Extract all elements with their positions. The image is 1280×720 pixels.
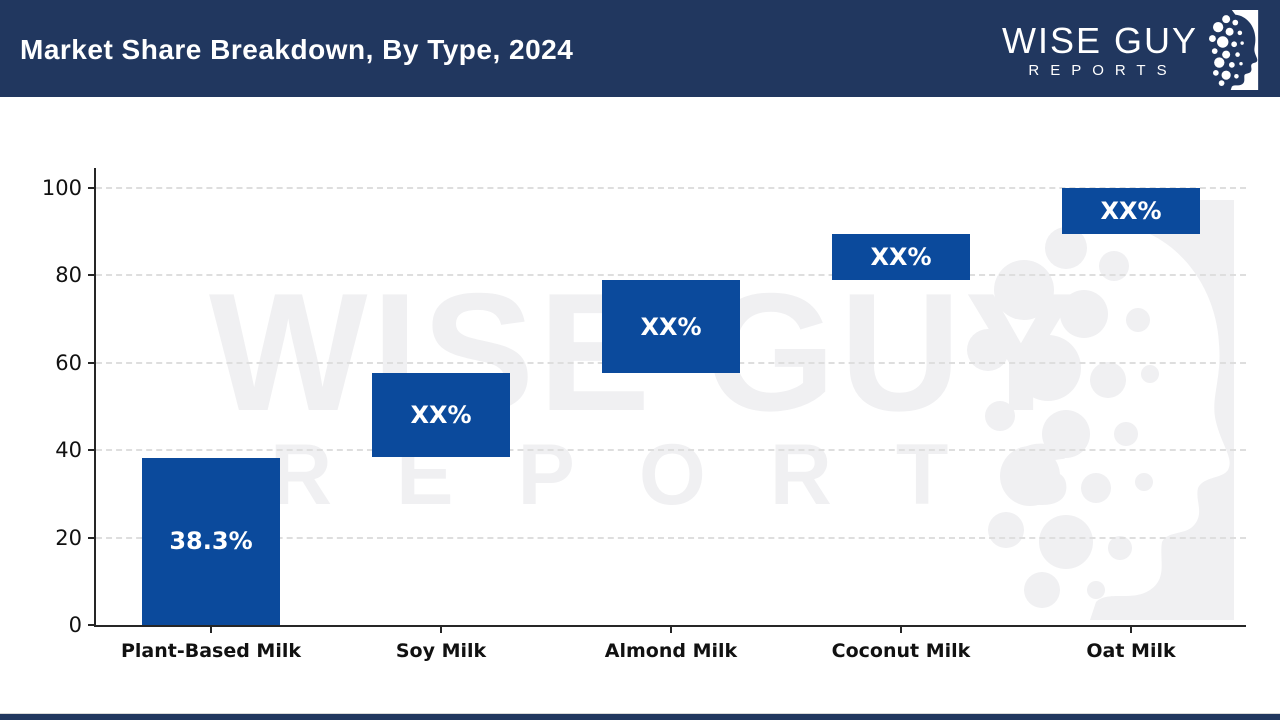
x-tick-0: [210, 625, 212, 633]
brand-logo: WISE GUY REPORTS: [1002, 8, 1266, 92]
y-tick-100: [88, 186, 96, 189]
x-tick-label-1: Soy Milk: [395, 640, 487, 662]
y-tick-label-0: 0: [68, 613, 82, 637]
y-tick-label-100: 100: [41, 175, 82, 200]
x-tick-1: [440, 625, 442, 633]
bar-plant-based-milk: 38.3%: [142, 457, 280, 625]
x-axis-spine: [94, 625, 1246, 627]
bar-value-label: XX%: [870, 243, 932, 272]
bar-soy-milk: XX%: [372, 372, 510, 458]
header-banner: Market Share Breakdown, By Type, 2024 WI…: [0, 0, 1280, 97]
gridline-80: [96, 274, 1246, 277]
y-tick-20: [88, 536, 96, 539]
x-tick-label-3: Coconut Milk: [831, 640, 971, 662]
bar-oat-milk: XX%: [1062, 187, 1200, 235]
footer-hairline: [0, 713, 1280, 714]
x-tick-2: [670, 625, 672, 633]
x-tick-label-2: Almond Milk: [604, 640, 738, 662]
y-tick-label-80: 80: [55, 263, 82, 288]
y-tick-60: [88, 361, 96, 364]
y-tick-40: [88, 449, 96, 452]
footer-bar: [0, 714, 1280, 720]
bar-value-label: XX%: [410, 401, 472, 430]
y-tick-label-60: 60: [55, 350, 82, 375]
brand-logo-line1: WISE GUY: [1001, 19, 1198, 61]
bar-coconut-milk: XX%: [832, 234, 970, 281]
y-tick-0: [88, 624, 96, 626]
x-tick-3: [900, 625, 902, 633]
brand-logo-text: WISE GUY REPORTS: [1001, 19, 1198, 79]
watermark-head-icon: [967, 200, 1234, 620]
gridline-100: [96, 186, 1246, 189]
brand-logo-head-icon: [1209, 10, 1259, 90]
bar-value-label: XX%: [640, 312, 702, 341]
bar-value-label: 38.3%: [169, 527, 253, 556]
x-tick-label-0: Plant-Based Milk: [120, 640, 302, 662]
y-tick-80: [88, 274, 96, 277]
y-axis-spine: [94, 168, 96, 627]
y-tick-label-20: 20: [55, 525, 82, 550]
gridline-40: [96, 449, 1246, 452]
gridline-20: [96, 536, 1246, 539]
chart-title: Market Share Breakdown, By Type, 2024: [20, 34, 574, 65]
x-tick-4: [1130, 625, 1132, 633]
y-tick-label-40: 40: [55, 438, 82, 463]
x-tick-label-4: Oat Milk: [1086, 640, 1176, 662]
bar-almond-milk: XX%: [602, 280, 740, 373]
brand-logo-line2: REPORTS: [1028, 61, 1178, 79]
bar-value-label: XX%: [1100, 196, 1162, 225]
